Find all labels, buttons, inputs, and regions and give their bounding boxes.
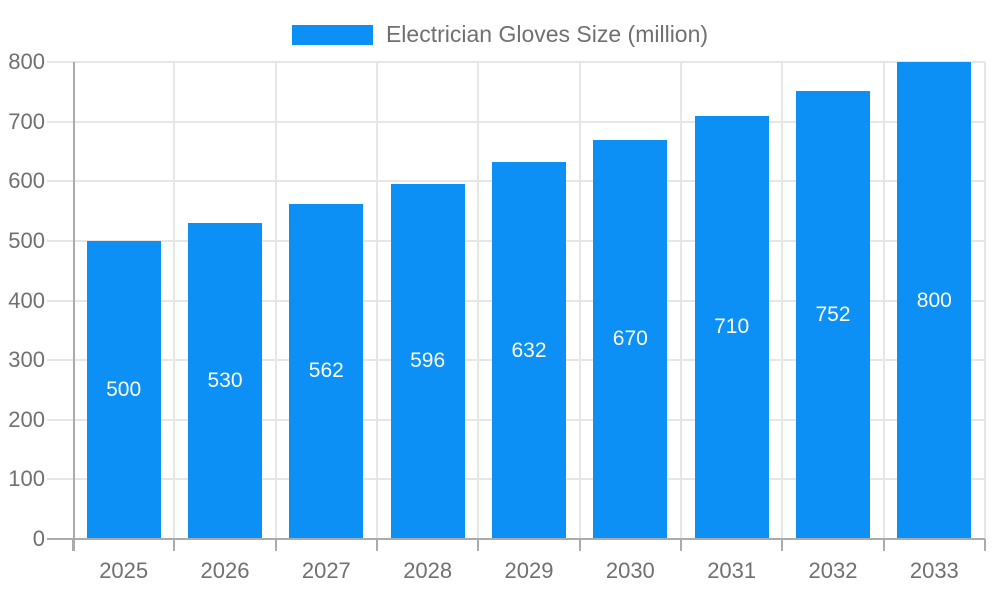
bar-2031[interactable]: 710 [694, 115, 769, 539]
gridline-v-5 [578, 62, 581, 539]
bar-2026[interactable]: 530 [188, 222, 262, 539]
gridline-v-3 [376, 62, 378, 539]
y-axis-label-100: 100 [8, 466, 45, 492]
bar-value-label-2026: 530 [207, 368, 243, 392]
gridline-v-9 [984, 62, 986, 539]
y-axis-label-600: 600 [8, 168, 45, 194]
x-tick-0 [72, 539, 74, 551]
bar-2027[interactable]: 562 [289, 203, 364, 539]
x-tick-3 [376, 539, 378, 551]
bar-2029[interactable]: 632 [492, 162, 566, 539]
gridline-v-4 [477, 62, 480, 539]
bar-value-label-2031: 710 [714, 315, 750, 339]
gridline-h-800 [47, 61, 985, 63]
bar-value-label-2025: 500 [106, 377, 142, 401]
gridline-v-1 [173, 62, 176, 539]
x-axis-label-2031: 2031 [707, 558, 757, 583]
x-tick-5 [578, 539, 581, 551]
bar-value-label-2032: 752 [815, 302, 851, 326]
bar-value-label-2028: 596 [410, 349, 446, 373]
x-tick-2 [274, 539, 277, 551]
y-axis-label-400: 400 [8, 287, 45, 313]
x-tick-8 [882, 539, 885, 551]
y-axis-label-0: 0 [32, 526, 45, 551]
legend-swatch [291, 24, 373, 45]
x-axis-label-2032: 2032 [808, 558, 858, 583]
bar-value-label-2029: 632 [511, 338, 547, 362]
bar-2032[interactable]: 752 [796, 90, 870, 539]
x-axis-label-2025: 2025 [99, 558, 149, 583]
gridline-h-700 [47, 120, 985, 123]
gridline-v-7 [781, 62, 784, 539]
x-axis-line [47, 538, 985, 540]
x-tick-6 [680, 539, 682, 551]
plot-area: 0 100 200 300 400 500 600 700 800 500 2025 530 2026 5… [8, 50, 986, 583]
gridline-v-6 [680, 62, 682, 539]
y-axis-label-200: 200 [8, 406, 45, 432]
gridline-v-8 [882, 62, 885, 539]
y-axis-label-700: 700 [8, 108, 45, 134]
x-axis-label-2030: 2030 [605, 558, 655, 583]
x-axis-label-2026: 2026 [200, 558, 250, 583]
bar-value-label-2030: 670 [612, 327, 648, 351]
bar-value-label-2027: 562 [308, 359, 344, 383]
legend-label: Electrician Gloves Size (million) [385, 21, 709, 47]
gridline-v-2 [274, 62, 277, 539]
bar-2025[interactable]: 500 [86, 240, 161, 539]
y-axis-line [73, 62, 75, 551]
chart-legend: Electrician Gloves Size (million) [0, 21, 1000, 48]
x-tick-9 [984, 539, 986, 551]
y-axis-label-300: 300 [8, 347, 45, 373]
x-tick-1 [173, 539, 176, 551]
bar-2033[interactable]: 800 [897, 62, 972, 539]
bar-value-label-2033: 800 [916, 288, 952, 312]
x-axis-label-2027: 2027 [301, 558, 351, 583]
x-axis-label-2028: 2028 [403, 558, 453, 583]
legend-item-electrician-gloves-size[interactable]: Electrician Gloves Size (million) [291, 21, 709, 48]
x-tick-7 [781, 539, 784, 551]
x-axis-label-2029: 2029 [504, 558, 554, 583]
y-axis-label-500: 500 [8, 227, 45, 253]
y-axis-label-800: 800 [8, 49, 45, 74]
x-tick-4 [477, 539, 480, 551]
bar-2028[interactable]: 596 [390, 183, 465, 539]
x-axis-label-2033: 2033 [909, 558, 959, 583]
bar-2030[interactable]: 670 [593, 139, 668, 539]
